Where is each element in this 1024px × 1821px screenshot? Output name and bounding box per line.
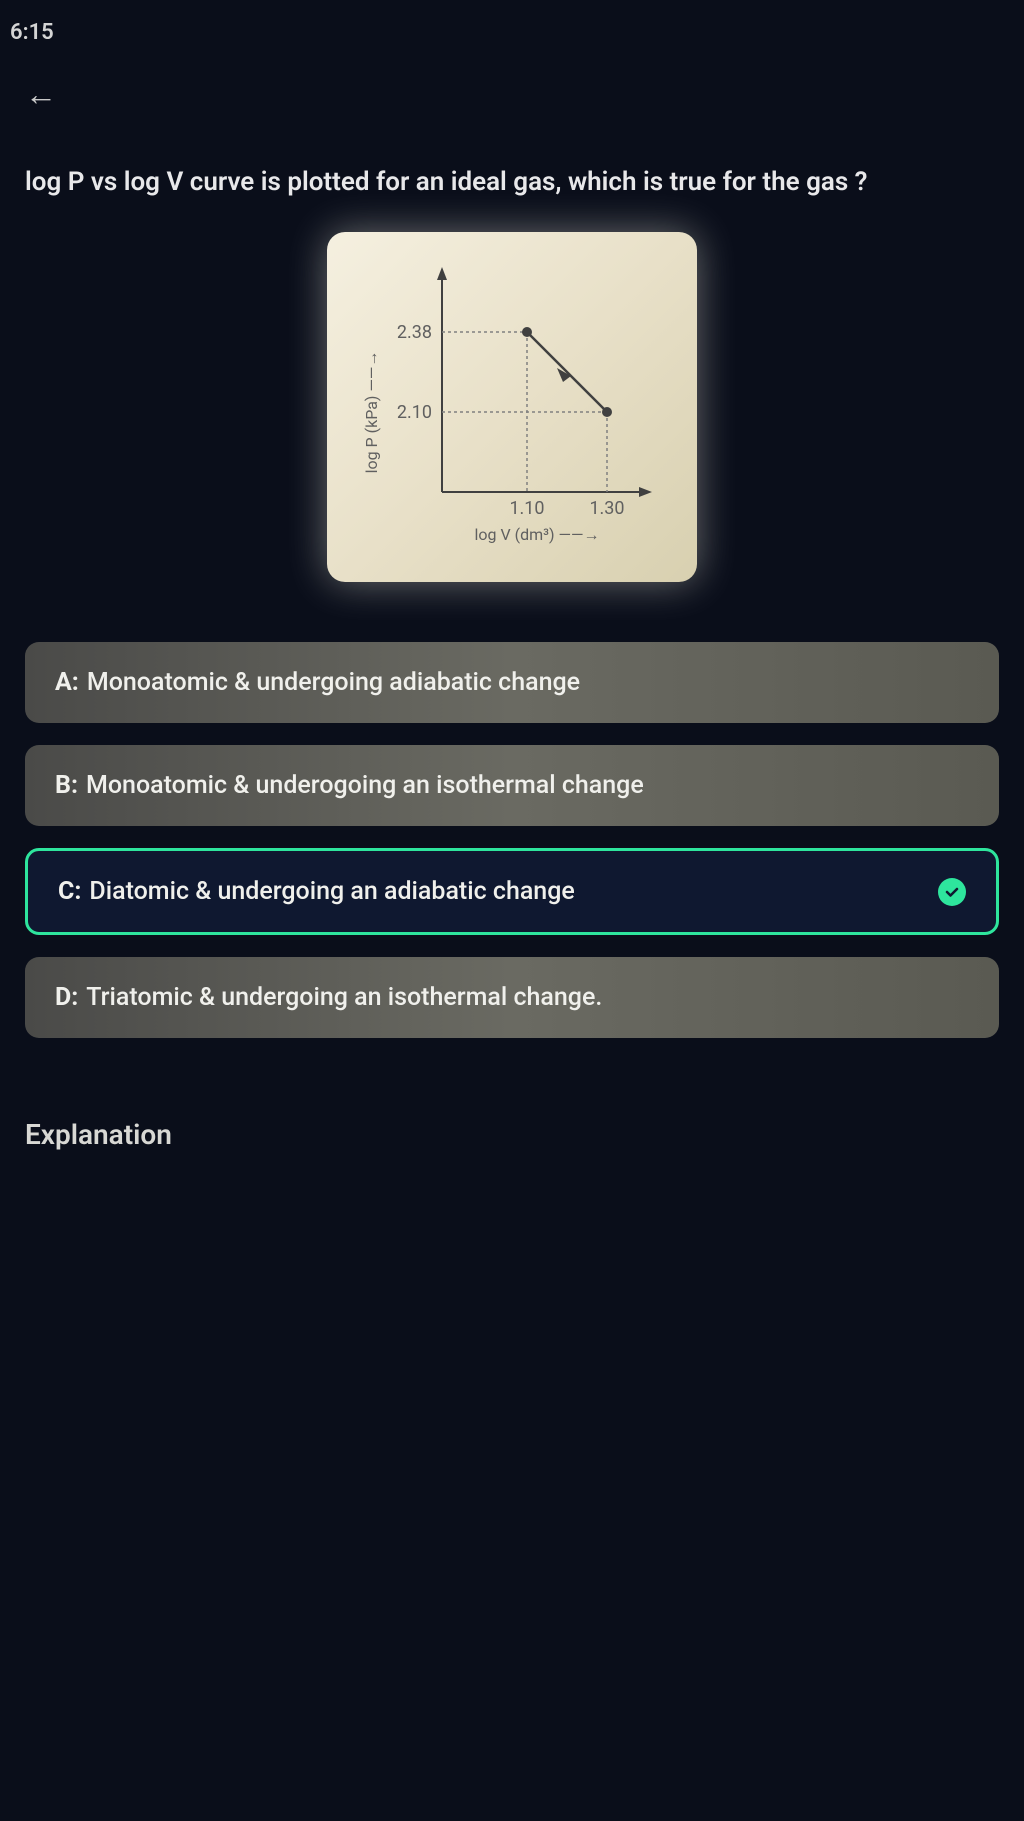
option-text: Triatomic & undergoing an isothermal cha… <box>86 983 602 1012</box>
option-label: A: <box>55 668 79 697</box>
back-arrow-icon[interactable]: ← <box>25 75 57 113</box>
option-c[interactable]: C: Diatomic & undergoing an adiabatic ch… <box>25 848 999 935</box>
y-tick-label: 2.38 <box>397 322 432 343</box>
option-text-wrap: A: Monoatomic & undergoing adiabatic cha… <box>55 668 969 697</box>
option-text-wrap: D: Triatomic & undergoing an isothermal … <box>55 983 969 1012</box>
status-time: 6:15 <box>10 20 54 45</box>
chart-container: 2.38 2.10 1.10 1.30 log V (dm³) ——→ log … <box>25 232 999 582</box>
chart-box: 2.38 2.10 1.10 1.30 log V (dm³) ——→ log … <box>327 232 697 582</box>
y-tick-label: 2.10 <box>397 402 432 423</box>
check-icon <box>938 878 966 906</box>
option-text: Monoatomic & underogoing an isothermal c… <box>86 771 644 800</box>
option-text-wrap: B: Monoatomic & underogoing an isotherma… <box>55 771 969 800</box>
x-axis-arrow-icon <box>639 487 652 497</box>
data-line <box>527 332 607 412</box>
option-b[interactable]: B: Monoatomic & underogoing an isotherma… <box>25 745 999 826</box>
content-area: log P vs log V curve is plotted for an i… <box>0 133 1024 1181</box>
option-d[interactable]: D: Triatomic & undergoing an isothermal … <box>25 957 999 1038</box>
y-axis-label: log P (kPa) ——→ <box>362 351 381 474</box>
question-text: log P vs log V curve is plotted for an i… <box>25 163 999 202</box>
x-tick-label: 1.10 <box>509 498 544 519</box>
explanation-heading: Explanation <box>25 1118 999 1151</box>
x-axis-label: log V (dm³) ——→ <box>474 525 599 544</box>
option-label: D: <box>55 983 78 1012</box>
option-text-wrap: C: Diatomic & undergoing an adiabatic ch… <box>58 877 938 906</box>
option-text: Diatomic & undergoing an adiabatic chang… <box>89 877 574 906</box>
status-bar: 6:15 <box>0 0 1024 55</box>
nav-bar: ← <box>0 55 1024 133</box>
option-label: B: <box>55 771 78 800</box>
option-a[interactable]: A: Monoatomic & undergoing adiabatic cha… <box>25 642 999 723</box>
options-list: A: Monoatomic & undergoing adiabatic cha… <box>25 642 999 1038</box>
chart-svg: 2.38 2.10 1.10 1.30 log V (dm³) ——→ log … <box>347 252 677 562</box>
y-axis-arrow-icon <box>437 267 447 280</box>
option-text: Monoatomic & undergoing adiabatic change <box>87 668 580 697</box>
data-point <box>522 327 532 337</box>
x-tick-label: 1.30 <box>589 498 624 519</box>
checkmark-icon <box>944 884 960 900</box>
option-label: C: <box>58 877 81 906</box>
data-point <box>602 407 612 417</box>
